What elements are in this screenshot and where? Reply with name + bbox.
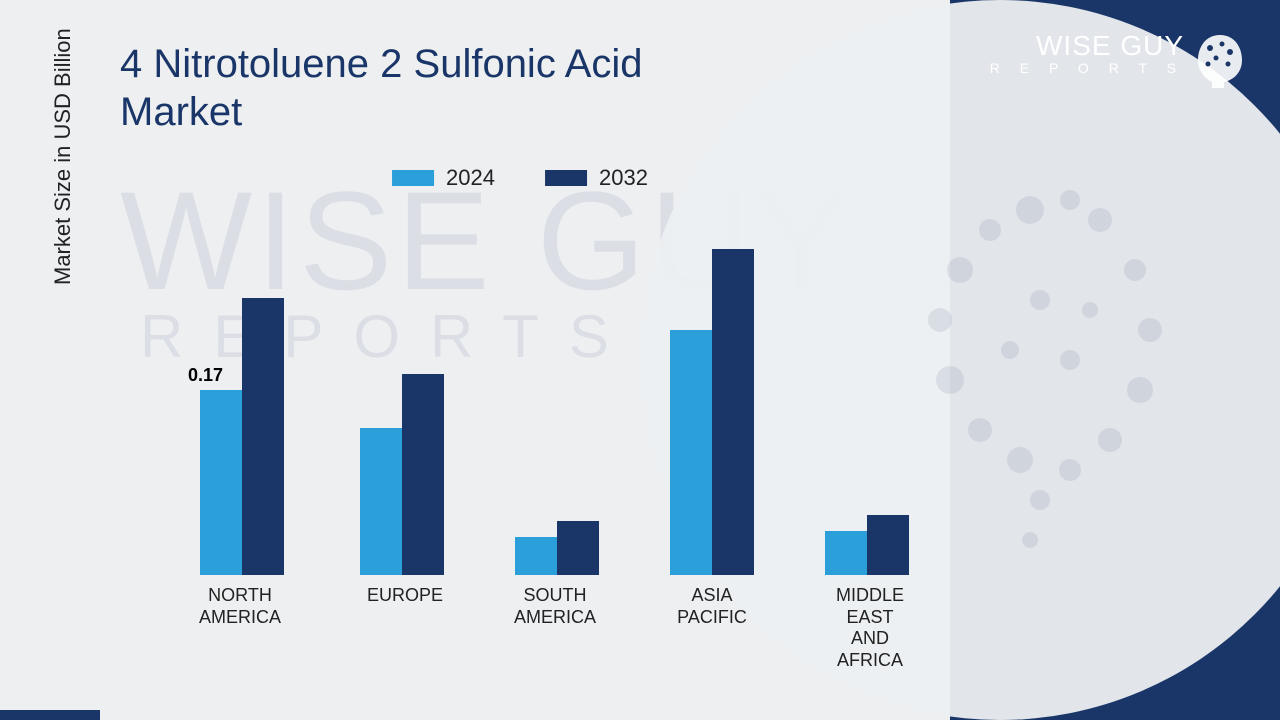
category-label: MIDDLE EAST AND AFRICA (810, 585, 930, 671)
bar (242, 298, 284, 576)
bottom-accent (0, 710, 100, 720)
legend-swatch-0 (392, 170, 434, 186)
bar-group (200, 298, 284, 576)
bar (402, 374, 444, 575)
bar (557, 521, 599, 575)
category-label: ASIA PACIFIC (657, 585, 767, 628)
brand-main: WISE GUY (1036, 30, 1184, 62)
category-label: EUROPE (355, 585, 455, 607)
bar (712, 249, 754, 575)
bar-group (515, 521, 599, 575)
chart: Market Size in USD Billion 2024 2032 0.1… (100, 155, 940, 695)
legend-label-0: 2024 (446, 165, 495, 191)
legend-swatch-1 (545, 170, 587, 186)
category-label: SOUTH AMERICA (495, 585, 615, 628)
bar (360, 428, 402, 575)
bar (670, 330, 712, 575)
plot-area: 0.17 (160, 205, 940, 575)
bar-group (825, 515, 909, 575)
legend-item-1: 2032 (545, 165, 648, 191)
legend: 2024 2032 (392, 165, 648, 191)
bar (867, 515, 909, 575)
category-label: NORTH AMERICA (180, 585, 300, 628)
bar (825, 531, 867, 575)
y-axis-label: Market Size in USD Billion (50, 28, 76, 285)
legend-label-1: 2032 (599, 165, 648, 191)
brand-logo: WISE GUY R E P O R T S (990, 30, 1250, 90)
brand-sub: R E P O R T S (990, 60, 1184, 76)
page-title: 4 Nitrotoluene 2 Sulfonic Acid Market (120, 40, 760, 136)
bar (200, 390, 242, 575)
legend-item-0: 2024 (392, 165, 495, 191)
bar (515, 537, 557, 575)
bar-group (360, 374, 444, 575)
brand-head-icon (1190, 30, 1250, 90)
bar-group (670, 249, 754, 575)
